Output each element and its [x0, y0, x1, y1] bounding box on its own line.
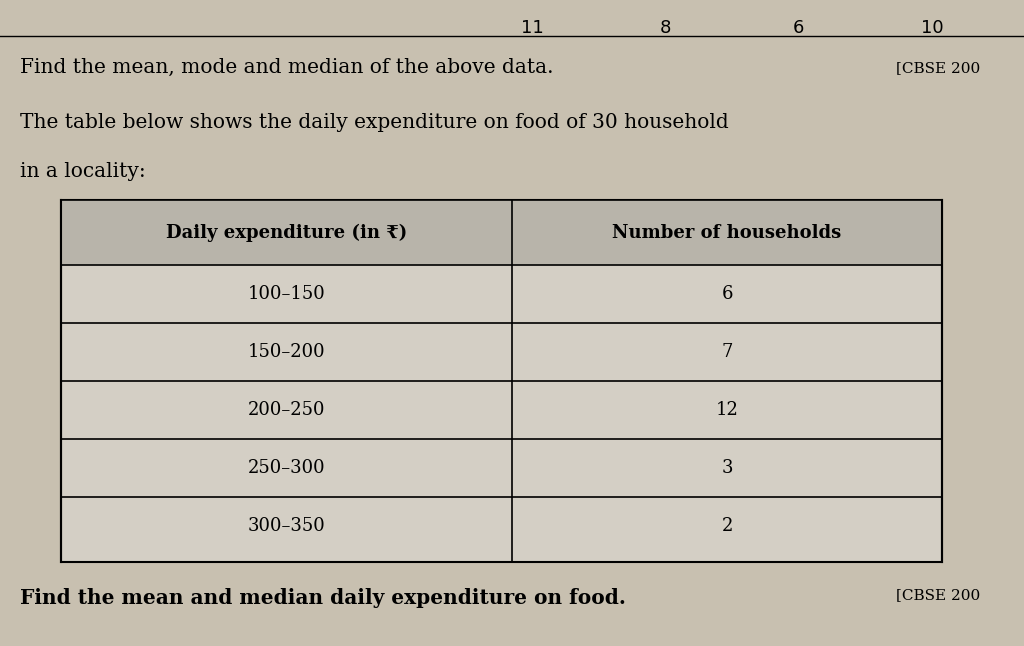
Text: 6: 6	[793, 19, 805, 37]
Text: 3: 3	[721, 459, 733, 477]
Text: 300–350: 300–350	[248, 517, 326, 536]
Text: [CBSE 200: [CBSE 200	[896, 61, 980, 76]
Text: Find the mean and median daily expenditure on food.: Find the mean and median daily expenditu…	[20, 588, 627, 608]
Bar	[61, 200, 942, 265]
Text: Number of households: Number of households	[612, 224, 842, 242]
Text: 100–150: 100–150	[248, 285, 326, 303]
Text: 250–300: 250–300	[248, 459, 326, 477]
Text: in a locality:: in a locality:	[20, 162, 146, 180]
Text: [CBSE 200: [CBSE 200	[896, 588, 980, 602]
Bar	[61, 200, 942, 562]
Text: Find the mean, mode and median of the above data.: Find the mean, mode and median of the ab…	[20, 58, 554, 77]
Text: 12: 12	[716, 401, 738, 419]
Text: 200–250: 200–250	[248, 401, 326, 419]
Text: The table below shows the daily expenditure on food of 30 household: The table below shows the daily expendit…	[20, 113, 729, 132]
Text: 2: 2	[721, 517, 733, 536]
Text: 7: 7	[721, 343, 733, 361]
Text: 8: 8	[659, 19, 672, 37]
Text: 10: 10	[921, 19, 943, 37]
Text: 6: 6	[721, 285, 733, 303]
Text: Daily expenditure (in ₹): Daily expenditure (in ₹)	[166, 224, 408, 242]
Text: 150–200: 150–200	[248, 343, 326, 361]
Text: 11: 11	[521, 19, 544, 37]
